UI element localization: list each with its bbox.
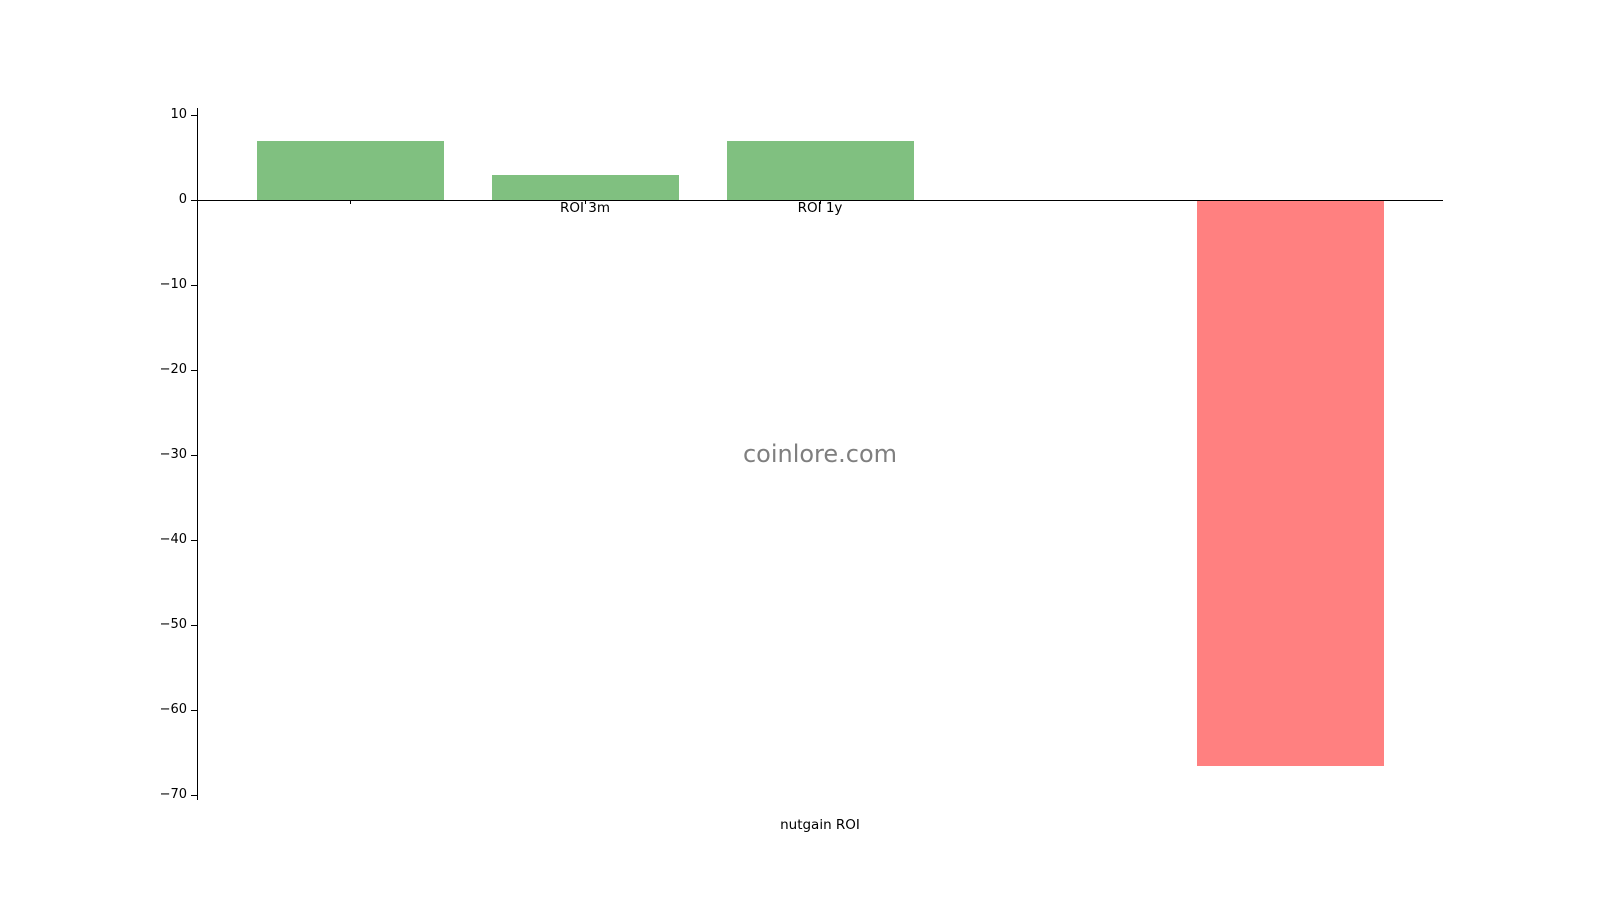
y-tick-mark — [191, 710, 197, 711]
x-tick-mark — [820, 200, 821, 204]
x-tick-label: ROI 1y — [797, 200, 843, 216]
x-tick-label: ROI 3m — [559, 200, 611, 216]
x-axis-zero-line — [197, 200, 1443, 201]
x-axis-title: nutgain ROI — [780, 817, 860, 833]
y-tick-label: −40 — [159, 532, 187, 547]
bar-unlabeled-3 — [1196, 200, 1384, 767]
y-tick-mark — [191, 200, 197, 201]
y-tick-label: −50 — [159, 617, 187, 632]
y-tick-label: 0 — [178, 192, 187, 207]
y-tick-label: −70 — [159, 787, 187, 802]
bar-roi-3m — [491, 174, 679, 200]
x-tick-mark — [585, 200, 586, 204]
y-tick-label: −20 — [159, 362, 187, 377]
y-tick-mark — [191, 795, 197, 796]
bar-unlabeled-0 — [256, 140, 444, 200]
y-axis-line — [197, 108, 198, 800]
x-tick-mark — [350, 200, 351, 204]
y-tick-mark — [191, 285, 197, 286]
y-tick-mark — [191, 455, 197, 456]
y-tick-label: 10 — [170, 107, 187, 122]
y-tick-mark — [191, 625, 197, 626]
y-tick-mark — [191, 540, 197, 541]
bar-roi-1y — [726, 140, 914, 200]
y-tick-label: −30 — [159, 447, 187, 462]
y-tick-mark — [191, 115, 197, 116]
y-tick-mark — [191, 370, 197, 371]
watermark-text: coinlore.com — [742, 440, 898, 468]
y-tick-label: −10 — [159, 277, 187, 292]
y-tick-label: −60 — [159, 702, 187, 717]
